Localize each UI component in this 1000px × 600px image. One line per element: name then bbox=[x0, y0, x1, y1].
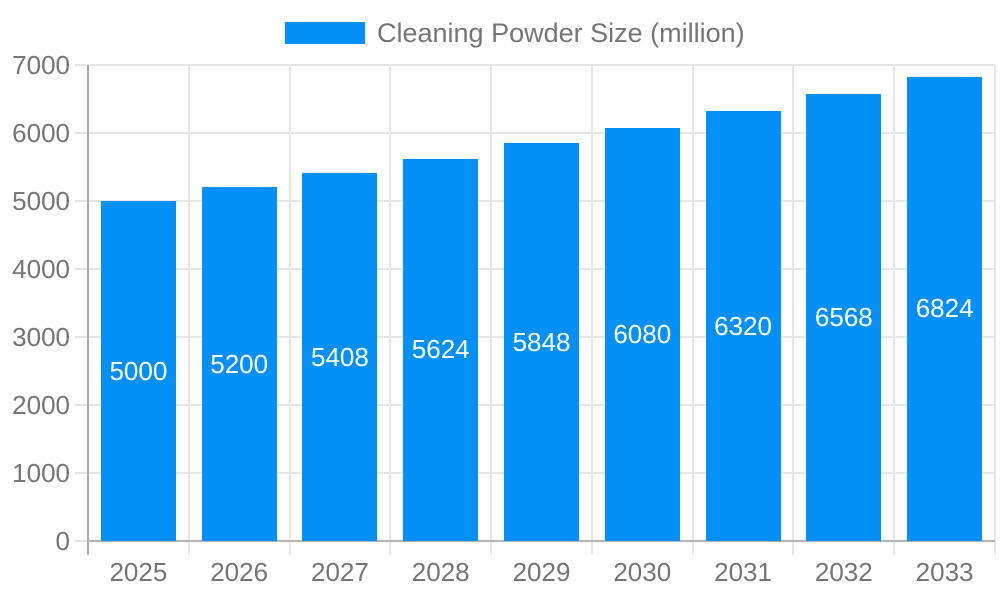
plot-area: 0 1000 2000 3000 4000 5000 6000 7000 2025 5000 202… bbox=[12, 50, 996, 587]
bar[interactable]: 5000 bbox=[100, 201, 176, 541]
v-gridline bbox=[490, 65, 493, 555]
bar-value-label: 6080 bbox=[613, 318, 672, 349]
y-axis-label: 5000 bbox=[12, 186, 70, 216]
x-axis-label: 2026 bbox=[210, 557, 269, 587]
bar-value-label: 6824 bbox=[915, 293, 974, 324]
legend-swatch bbox=[285, 22, 365, 44]
bar-value-label: 5408 bbox=[311, 341, 369, 372]
x-axis-label: 2029 bbox=[512, 557, 571, 587]
x-axis-label: 2025 bbox=[109, 557, 168, 587]
bar-value-label: 6568 bbox=[814, 302, 873, 333]
y-axis-label: 7000 bbox=[12, 50, 70, 80]
bar-value-label: 5624 bbox=[411, 334, 470, 365]
y-axis-label: 2000 bbox=[12, 390, 70, 420]
bar[interactable]: 5200 bbox=[201, 187, 277, 541]
y-axis-label: 3000 bbox=[12, 322, 70, 352]
v-gridline bbox=[590, 65, 593, 555]
bar-value-label: 6320 bbox=[714, 310, 772, 341]
v-gridline bbox=[792, 65, 795, 555]
y-axis-tick bbox=[75, 540, 88, 542]
y-axis-label: 1000 bbox=[12, 458, 70, 488]
x-axis-label: 2033 bbox=[915, 557, 974, 587]
y-axis-label: 6000 bbox=[12, 118, 70, 148]
bar[interactable]: 6568 bbox=[806, 94, 882, 541]
x-axis-line bbox=[88, 540, 995, 542]
y-axis-tick bbox=[75, 132, 88, 134]
x-axis-label: 2030 bbox=[613, 557, 672, 587]
h-gridline bbox=[88, 64, 995, 66]
y-axis-tick bbox=[75, 336, 88, 338]
x-axis-label: 2027 bbox=[311, 557, 369, 587]
v-gridline bbox=[994, 65, 996, 555]
bar[interactable]: 6320 bbox=[705, 111, 781, 541]
h-gridline bbox=[88, 132, 995, 134]
legend-item[interactable]: Cleaning Powder Size (million) bbox=[285, 18, 745, 48]
x-axis-label: 2032 bbox=[814, 557, 873, 587]
x-axis-label: 2028 bbox=[411, 557, 470, 587]
y-axis-line bbox=[87, 65, 89, 555]
v-gridline bbox=[187, 65, 190, 555]
bar[interactable]: 5624 bbox=[403, 158, 479, 541]
v-gridline bbox=[893, 65, 896, 555]
x-axis-label: 2031 bbox=[714, 557, 772, 587]
bar-value-label: 5200 bbox=[210, 348, 269, 379]
y-axis-tick bbox=[75, 200, 88, 202]
bar[interactable]: 6080 bbox=[604, 127, 680, 541]
bar-value-label: 5848 bbox=[512, 326, 571, 357]
y-axis-tick bbox=[75, 64, 88, 66]
bar[interactable]: 5408 bbox=[302, 173, 378, 541]
legend-label: Cleaning Powder Size (million) bbox=[377, 18, 745, 48]
y-axis-tick bbox=[75, 472, 88, 474]
y-axis-tick bbox=[75, 404, 88, 406]
v-gridline bbox=[389, 65, 392, 555]
y-axis-label: 4000 bbox=[12, 254, 70, 284]
y-axis-tick bbox=[75, 268, 88, 270]
v-gridline bbox=[288, 65, 291, 555]
bar-value-label: 5000 bbox=[109, 355, 168, 386]
bar[interactable]: 5848 bbox=[504, 143, 579, 541]
y-axis-label: 0 bbox=[55, 526, 70, 556]
bar[interactable]: 6824 bbox=[907, 76, 983, 541]
v-gridline bbox=[691, 65, 694, 555]
